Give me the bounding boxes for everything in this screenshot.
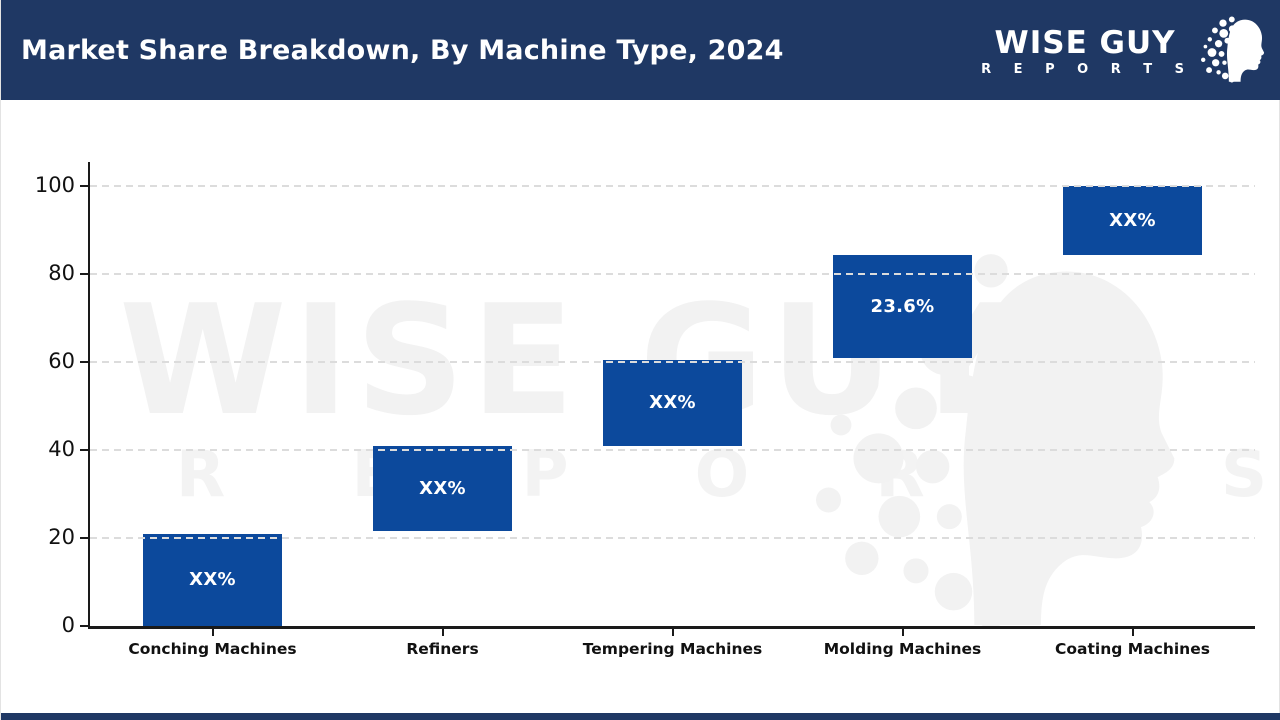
category-label-1: Conching Machines <box>128 640 297 658</box>
bar-value-label: XX% <box>1109 209 1156 231</box>
y-tick-mark-60 <box>80 361 88 363</box>
y-tick-label-0: 0 <box>61 613 75 637</box>
category-label-3: Tempering Machines <box>582 640 763 658</box>
y-tick-mark-20 <box>80 537 88 539</box>
gridline-80 <box>90 273 1255 275</box>
footer-bar <box>1 713 1280 720</box>
logo-face-dots-icon <box>1201 16 1265 83</box>
x-axis-line <box>88 626 1255 629</box>
header-bar: Market Share Breakdown, By Machine Type,… <box>1 0 1280 100</box>
y-tick-label-80: 80 <box>48 261 75 285</box>
bar-value-label: XX% <box>419 477 466 499</box>
gridline-100 <box>90 185 1255 187</box>
y-tick-label-100: 100 <box>34 173 75 197</box>
x-tick-mark-4 <box>901 629 904 636</box>
x-tick-mark-1 <box>211 629 214 636</box>
bar-value-label: XX% <box>189 569 236 591</box>
x-tick-mark-2 <box>441 629 444 636</box>
gridline-40 <box>90 449 1255 451</box>
wise-guy-logo: WISE GUY R E P O R T S <box>977 8 1267 94</box>
y-tick-mark-0 <box>80 625 88 627</box>
gridline-60 <box>90 361 1255 363</box>
bar-value-label: XX% <box>649 392 696 414</box>
category-label-4: Molding Machines <box>823 640 982 658</box>
y-axis-line <box>88 162 90 627</box>
x-tick-mark-5 <box>1131 629 1134 636</box>
bar-conching-machines: XX% <box>143 533 282 626</box>
y-tick-mark-100 <box>80 185 88 187</box>
x-tick-mark-3 <box>671 629 674 636</box>
bar-coating-machines: XX% <box>1063 186 1202 255</box>
y-tick-label-20: 20 <box>48 525 75 549</box>
chart-title: Market Share Breakdown, By Machine Type,… <box>21 34 784 66</box>
bar-refiners: XX% <box>373 445 512 532</box>
bar-molding-machines: 23.6% <box>833 254 972 359</box>
bar-value-label: 23.6% <box>870 296 935 318</box>
gridline-20 <box>90 537 1255 539</box>
y-tick-label-40: 40 <box>48 437 75 461</box>
logo-reports-text: R E P O R T S <box>981 61 1193 77</box>
category-label-5: Coating Machines <box>1055 640 1210 658</box>
y-tick-mark-80 <box>80 273 88 275</box>
y-tick-mark-40 <box>80 449 88 451</box>
logo-wordmark: WISE GUY <box>994 24 1176 61</box>
category-label-2: Refiners <box>406 640 479 658</box>
y-tick-label-60: 60 <box>48 349 75 373</box>
bar-tempering-machines: XX% <box>603 359 742 446</box>
